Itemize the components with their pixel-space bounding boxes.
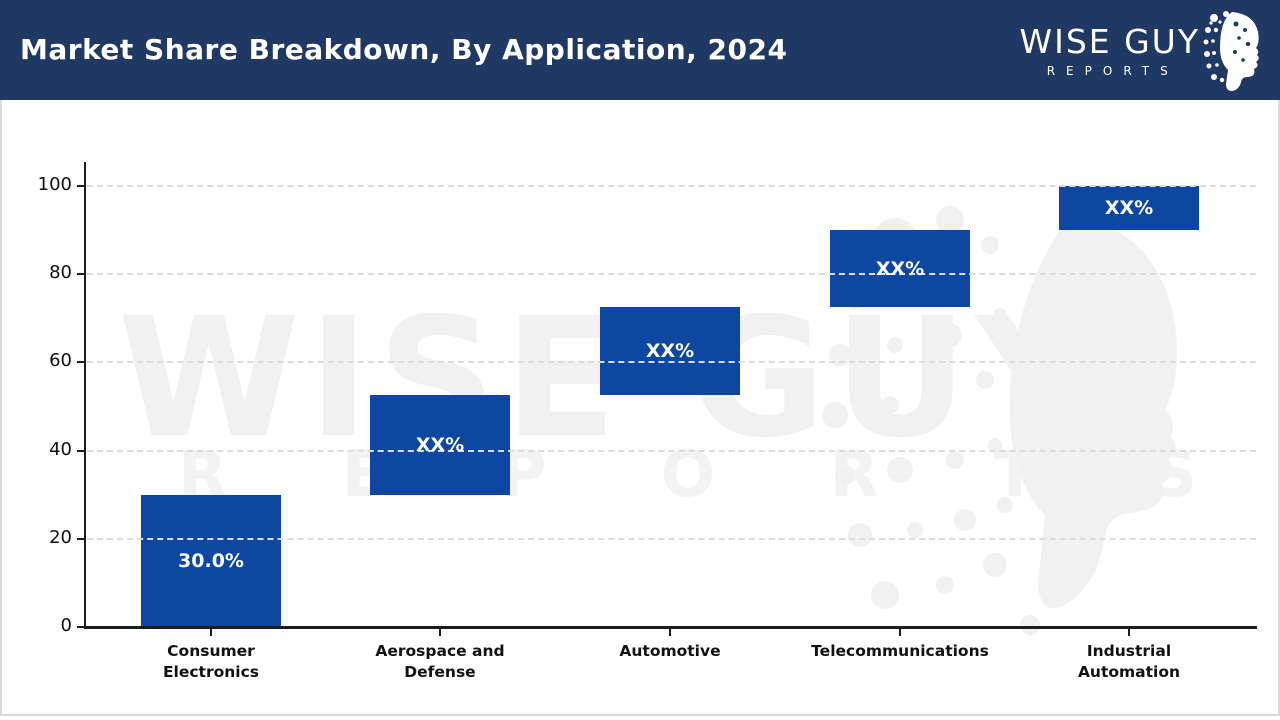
gridline-20 (87, 537, 1256, 540)
header-bar: Market Share Breakdown, By Application, … (0, 0, 1280, 100)
y-tick-40 (77, 449, 84, 452)
gridline-80 (87, 273, 1256, 276)
x-tick-1 (439, 629, 441, 636)
category-label-line: Industrial (1086, 642, 1172, 660)
bar-consumer-electronics (141, 494, 281, 627)
y-axis-line (84, 162, 86, 629)
y-tick-100 (77, 185, 84, 187)
category-label-line: Defense (404, 663, 476, 681)
y-tick-label-80: 80 (49, 262, 72, 284)
x-axis-line (84, 626, 1257, 629)
bar-automotive (600, 307, 740, 396)
category-label-2: Automotive (550, 641, 790, 662)
bar-value-label: XX% (1104, 197, 1154, 220)
gridline-100 (87, 185, 1256, 187)
category-label-line: Automotive (619, 642, 721, 660)
logo-subtitle: REPORTS (1046, 64, 1179, 78)
y-tick-label-40: 40 (49, 438, 72, 460)
gridline-40 (87, 449, 1256, 452)
gridline-60 (87, 361, 1256, 364)
logo-face-icon (1203, 11, 1259, 91)
category-label-line: Consumer (167, 642, 255, 660)
y-tick-20 (77, 537, 84, 540)
y-tick-label-100: 100 (37, 174, 72, 195)
x-tick-0 (210, 629, 212, 636)
y-tick-label-60: 60 (49, 350, 72, 372)
category-label-line: Telecommunications (811, 642, 989, 660)
left-border-line (0, 100, 2, 716)
y-tick-60 (77, 361, 84, 364)
category-label-line: Aerospace and (375, 642, 505, 660)
y-tick-label-20: 20 (49, 526, 72, 548)
bar-value-label: 30.0% (178, 549, 244, 572)
bar-value-label: XX% (645, 340, 695, 363)
category-label-line: Automation (1077, 663, 1181, 681)
category-label-4: Industrial Automation (1009, 641, 1249, 683)
bottom-border-line (0, 714, 1280, 716)
bar-telecommunications (830, 230, 970, 308)
wise-guy-reports-logo: WISE GUY REPORTS (1019, 8, 1266, 92)
category-label-0: Consumer Electronics (91, 641, 331, 683)
bar-value-label: XX% (875, 257, 925, 280)
page-title: Market Share Breakdown, By Application, … (20, 33, 788, 66)
logo-wordmark: WISE GUY (1019, 22, 1200, 61)
x-tick-2 (669, 629, 671, 636)
y-tick-0 (77, 626, 84, 628)
right-border-line (1278, 100, 1280, 716)
y-tick-label-0: 0 (60, 615, 72, 636)
category-label-1: Aerospace and Defense (320, 641, 560, 683)
x-tick-4 (1128, 629, 1130, 636)
bar-aerospace-and-defense (370, 395, 510, 495)
bar-value-label: XX% (415, 434, 465, 457)
x-tick-3 (899, 629, 901, 636)
category-label-line: Electronics (162, 663, 260, 681)
category-label-3: Telecommunications (780, 641, 1020, 662)
y-tick-80 (77, 273, 84, 276)
bar-industrial-automation (1059, 186, 1199, 231)
logo-text: WISE GUY REPORTS (1019, 22, 1200, 78)
